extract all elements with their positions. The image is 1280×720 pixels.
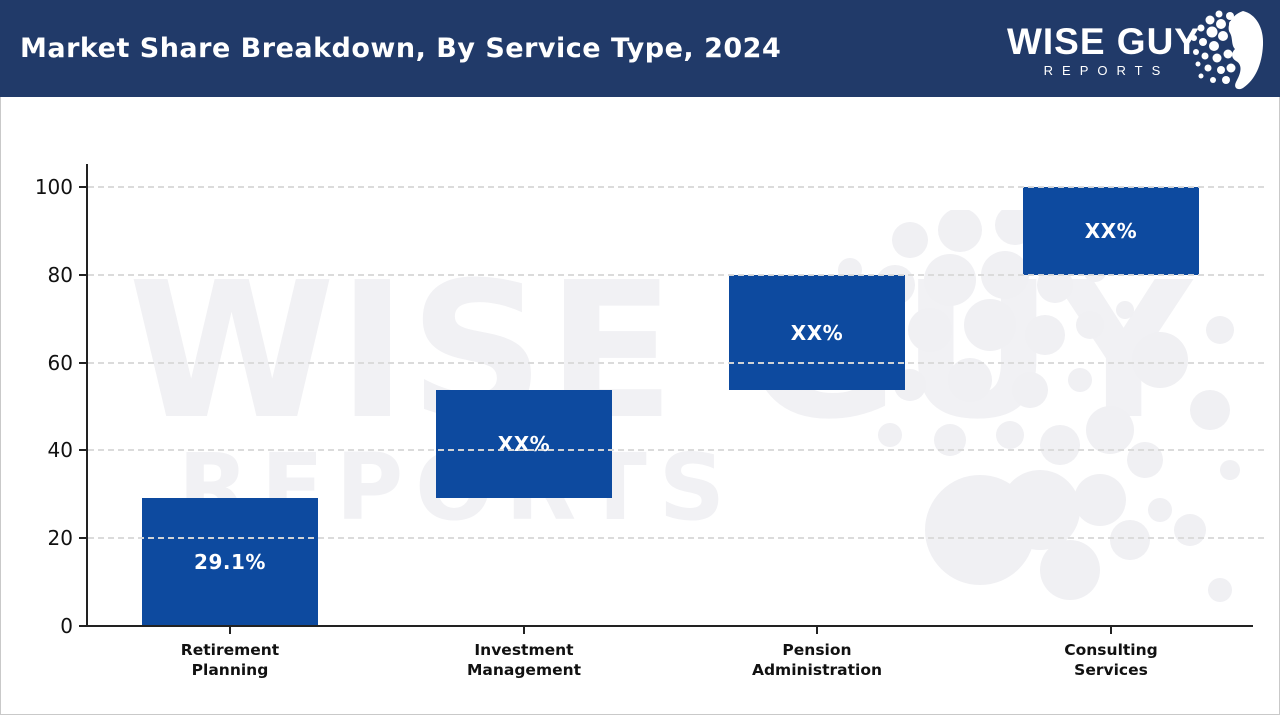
bar-retirement-planning: 29.1% xyxy=(142,498,318,626)
y-tick-mark-60 xyxy=(79,361,88,364)
plot-area: 0 20 40 60 80 100 29.1% Retirement Planning XX% I… xyxy=(0,97,1280,715)
bar-pension-administration: XX% xyxy=(729,274,905,391)
gridline-80 xyxy=(88,273,1264,276)
y-tick-mark-80 xyxy=(79,273,88,276)
bar-consulting-services: XX% xyxy=(1023,187,1199,275)
y-tick-label-60: 60 xyxy=(47,350,73,375)
y-tick-label-20: 20 xyxy=(47,526,73,551)
gridline-20 xyxy=(88,537,1264,540)
x-axis-line xyxy=(86,625,1253,627)
x-tick-mark-consulting-services xyxy=(1110,627,1112,634)
face-profile-icon xyxy=(1191,10,1264,90)
x-tick-mark-pension-administration xyxy=(816,627,818,634)
bar-value-label-consulting-services: XX% xyxy=(1084,218,1138,243)
watermark-dots-pattern xyxy=(822,210,1240,602)
bar-value-label-pension-administration: XX% xyxy=(790,320,844,345)
y-tick-mark-0 xyxy=(79,625,88,627)
x-axis-label-pension-administration: Pension Administration xyxy=(751,641,883,679)
x-axis-label-investment-management: Investment Management xyxy=(466,641,582,679)
bar-investment-management: XX% xyxy=(436,390,612,499)
page-title: Market Share Breakdown, By Service Type,… xyxy=(20,33,782,64)
y-tick-mark-100 xyxy=(79,186,88,188)
y-tick-mark-20 xyxy=(79,537,88,540)
gridline-60 xyxy=(88,361,1264,364)
y-tick-label-80: 80 xyxy=(47,262,73,287)
y-tick-label-40: 40 xyxy=(47,438,73,463)
x-axis-label-retirement-planning: Retirement Planning xyxy=(180,641,280,679)
brand-subtitle: REPORTS xyxy=(1043,63,1170,78)
brand-logo: WISE GUY REPORTS xyxy=(1007,8,1266,92)
bar-value-label-investment-management: XX% xyxy=(497,432,551,457)
y-tick-label-0: 0 xyxy=(60,614,73,638)
y-axis-line xyxy=(86,164,88,627)
gridline-100 xyxy=(88,186,1264,188)
bar-value-label-retirement-planning: 29.1% xyxy=(194,550,266,575)
y-tick-label-100: 100 xyxy=(34,175,73,199)
y-tick-mark-40 xyxy=(79,449,88,452)
gridline-40 xyxy=(88,449,1264,452)
x-tick-mark-investment-management xyxy=(523,627,525,634)
header-bar: Market Share Breakdown, By Service Type,… xyxy=(0,0,1280,97)
brand-name: WISE GUY xyxy=(1006,21,1200,62)
x-tick-mark-retirement-planning xyxy=(229,627,231,634)
x-axis-label-consulting-services: Consulting Services xyxy=(1064,641,1158,679)
brand-logo-text: WISE GUY REPORTS xyxy=(1006,21,1200,79)
